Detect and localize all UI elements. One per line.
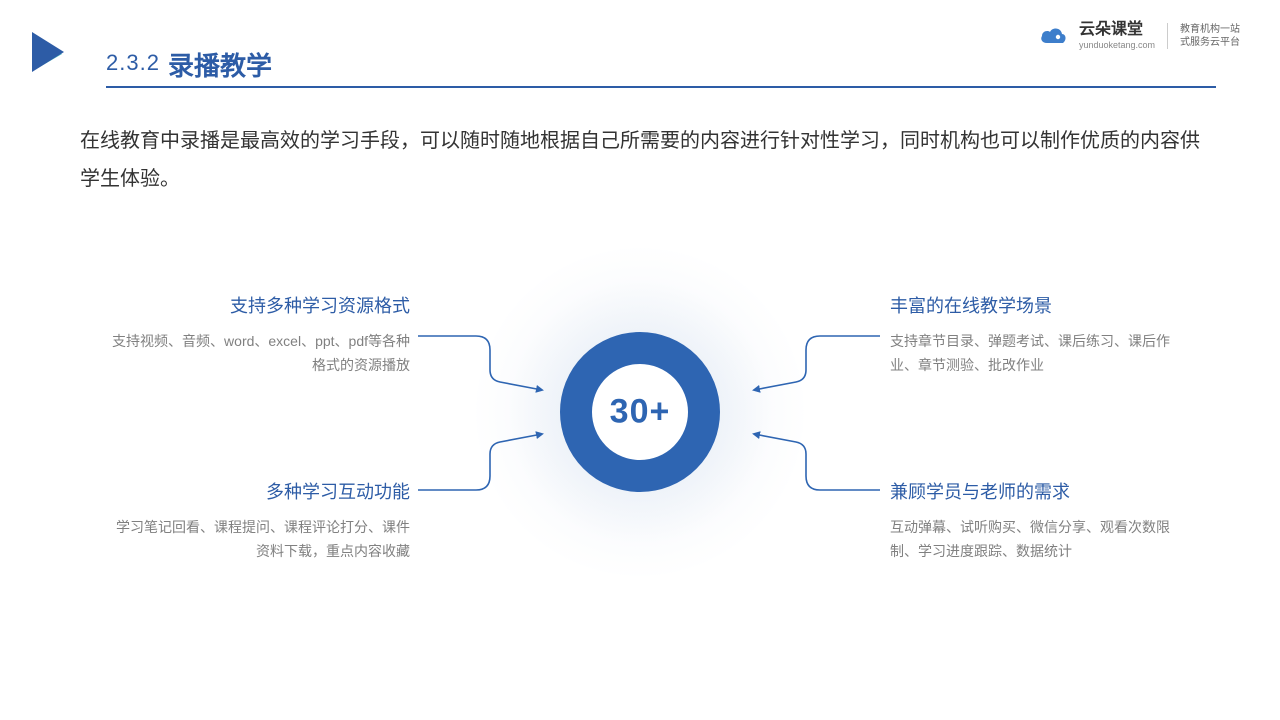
feature-top-right: 丰富的在线教学场景 支持章节目录、弹题考试、课后练习、课后作业、章节测验、批改作… (890, 292, 1190, 378)
feature-title: 支持多种学习资源格式 (110, 292, 410, 318)
feature-bottom-right: 兼顾学员与老师的需求 互动弹幕、试听购买、微信分享、观看次数限制、学习进度跟踪、… (890, 478, 1190, 564)
feature-bottom-left: 多种学习互动功能 学习笔记回看、课程提问、课程评论打分、课件资料下载，重点内容收… (110, 478, 410, 564)
cloud-icon (1039, 25, 1067, 47)
feature-desc: 支持视频、音频、word、excel、ppt、pdf等各种格式的资源播放 (110, 330, 410, 378)
brand-logo: 云朵课堂 yunduoketang.com 教育机构一站 式服务云平台 (1039, 22, 1240, 50)
corner-play-icon (32, 28, 80, 76)
logo-en: yunduoketang.com (1079, 40, 1155, 50)
logo-divider (1167, 23, 1168, 49)
feature-title: 丰富的在线教学场景 (890, 292, 1190, 318)
title-underline (106, 86, 1216, 88)
logo-tagline-1: 教育机构一站 (1180, 23, 1240, 36)
section-number: 2.3.2 (106, 50, 160, 76)
feature-title: 兼顾学员与老师的需求 (890, 478, 1190, 504)
feature-desc: 互动弹幕、试听购买、微信分享、观看次数限制、学习进度跟踪、数据统计 (890, 516, 1190, 564)
center-value: 30+ (610, 393, 671, 432)
intro-paragraph: 在线教育中录播是最高效的学习手段，可以随时随地根据自己所需要的内容进行针对性学习… (80, 122, 1200, 198)
logo-tagline-2: 式服务云平台 (1180, 36, 1240, 49)
feature-title: 多种学习互动功能 (110, 478, 410, 504)
feature-desc: 支持章节目录、弹题考试、课后练习、课后作业、章节测验、批改作业 (890, 330, 1190, 378)
feature-top-left: 支持多种学习资源格式 支持视频、音频、word、excel、ppt、pdf等各种… (110, 292, 410, 378)
logo-cn: 云朵课堂 (1079, 22, 1155, 38)
section-title: 录播教学 (168, 46, 272, 83)
feature-desc: 学习笔记回看、课程提问、课程评论打分、课件资料下载，重点内容收藏 (110, 516, 410, 564)
